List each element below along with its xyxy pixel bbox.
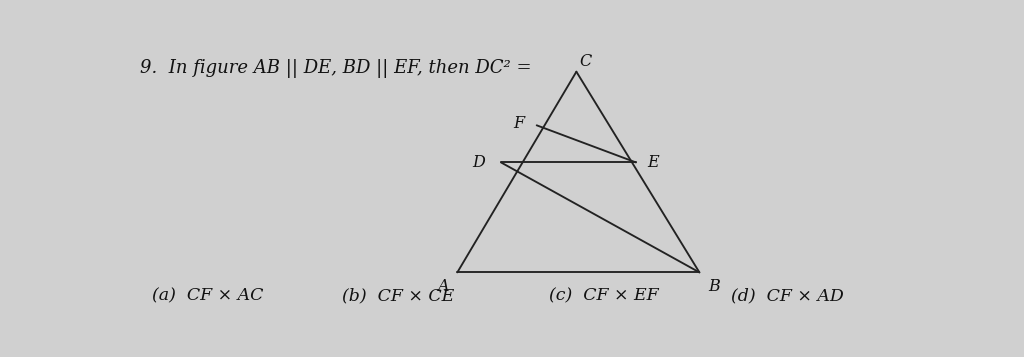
Text: E: E: [647, 154, 659, 171]
Text: (d)  CF × AD: (d) CF × AD: [731, 287, 844, 304]
Text: F: F: [514, 115, 525, 132]
Text: D: D: [472, 154, 485, 171]
Text: 9.  In figure AB || DE, BD || EF, then DC² =: 9. In figure AB || DE, BD || EF, then DC…: [140, 59, 531, 78]
Text: (a)  CF × AC: (a) CF × AC: [152, 287, 263, 304]
Text: (b)  CF × CE: (b) CF × CE: [342, 287, 455, 304]
Text: C: C: [580, 53, 592, 70]
Text: B: B: [708, 278, 720, 295]
Text: A: A: [437, 278, 449, 295]
Text: (c)  CF × EF: (c) CF × EF: [549, 287, 658, 304]
